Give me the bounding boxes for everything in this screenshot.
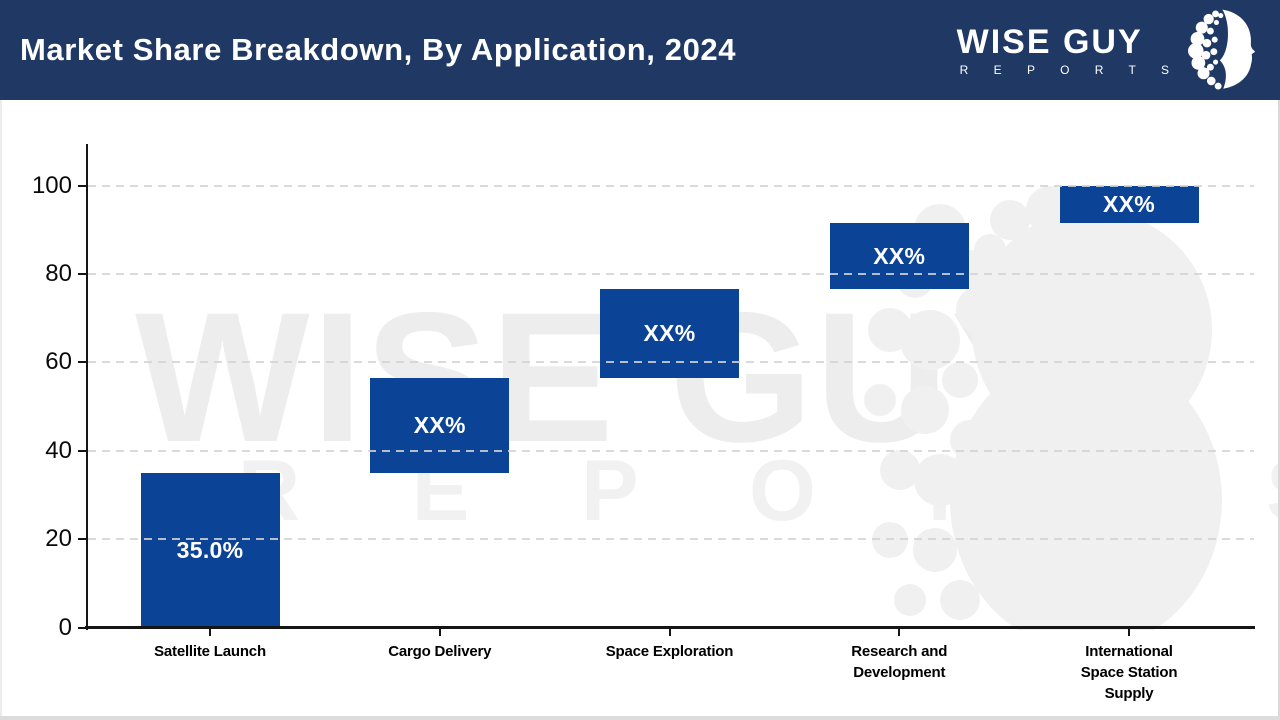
- bar-value-label: XX%: [1102, 190, 1156, 217]
- logo-subtext: R E P O R T S: [959, 62, 1180, 77]
- y-tick-mark: [78, 361, 86, 364]
- y-tick-label: 40: [45, 436, 72, 464]
- y-tick-label: 0: [58, 613, 72, 641]
- gridline: [88, 361, 1254, 364]
- y-tick-label: 20: [45, 525, 72, 553]
- gridline: [88, 538, 1254, 541]
- x-tick-mark: [1128, 629, 1130, 636]
- watermark-face-icon: [864, 186, 1222, 630]
- gridline: [88, 449, 1254, 452]
- wiseguy-logo: WISE GUY R E P O R T S: [957, 7, 1262, 93]
- y-tick-label: 80: [45, 259, 72, 287]
- x-tick-mark: [668, 629, 671, 636]
- frame-edge-right: [1278, 100, 1280, 720]
- bar-value-label: XX%: [873, 242, 926, 269]
- category-label: Satellite Launch: [154, 643, 266, 660]
- bar-value-label: 35.0%: [176, 536, 244, 563]
- gridline: [88, 184, 1254, 187]
- y-tick-mark: [78, 272, 86, 275]
- y-tick-mark: [78, 626, 86, 629]
- bar: XX%: [1059, 185, 1199, 224]
- y-axis-line: [86, 144, 88, 630]
- header: Market Share Breakdown, By Application, …: [0, 0, 1280, 100]
- wiseguy-face-icon: [1188, 9, 1256, 90]
- y-tick-label: 60: [45, 348, 72, 376]
- x-tick-mark: [209, 629, 211, 636]
- bar: XX%: [600, 289, 739, 378]
- x-axis-line: [85, 626, 1255, 629]
- y-tick-mark: [78, 538, 86, 541]
- y-tick-mark: [78, 184, 86, 187]
- x-tick-mark: [438, 629, 441, 636]
- chart-title: Market Share Breakdown, By Application, …: [20, 32, 737, 67]
- logo-wordmark: WISE GUY: [956, 22, 1143, 61]
- category-label: Space Exploration: [605, 643, 734, 660]
- bar-value-label: XX%: [643, 320, 696, 347]
- logo-text: WISE GUY R E P O R T S: [957, 24, 1180, 77]
- gridline: [88, 272, 1254, 275]
- category-label: Research and Development: [851, 643, 948, 681]
- x-tick-mark: [898, 629, 901, 636]
- bar: XX%: [370, 377, 510, 473]
- frame-edge-bottom: [0, 716, 1280, 720]
- frame-edge-left: [0, 100, 2, 720]
- category-label: International Space Station Supply: [1080, 643, 1178, 702]
- bar-value-label: XX%: [413, 411, 466, 438]
- bar: XX%: [829, 223, 969, 290]
- bar: 35.0%: [140, 472, 280, 628]
- y-tick-mark: [78, 449, 86, 452]
- y-tick-label: 100: [31, 171, 72, 199]
- category-label: Cargo Delivery: [388, 643, 492, 660]
